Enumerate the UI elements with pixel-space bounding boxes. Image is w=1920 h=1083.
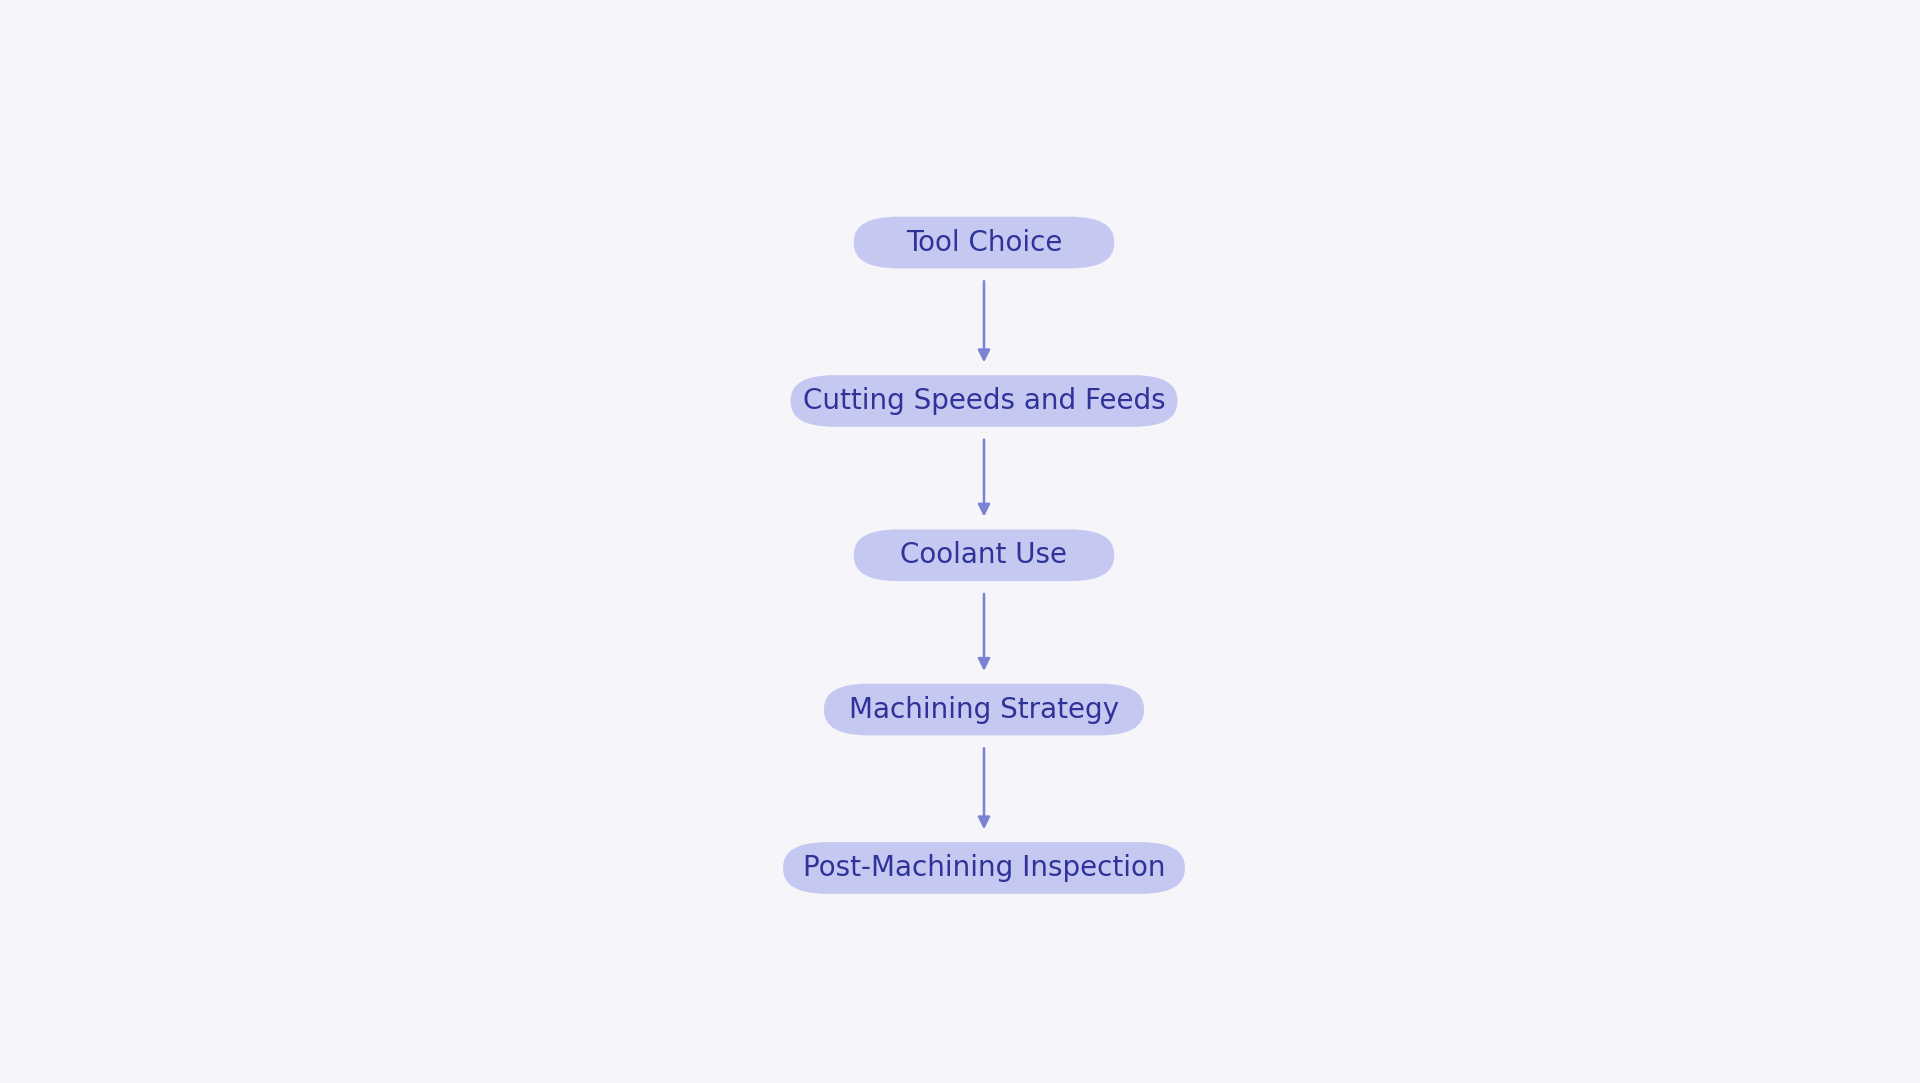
Text: Machining Strategy: Machining Strategy — [849, 695, 1119, 723]
Text: Cutting Speeds and Feeds: Cutting Speeds and Feeds — [803, 387, 1165, 415]
FancyBboxPatch shape — [783, 843, 1185, 893]
FancyBboxPatch shape — [854, 217, 1114, 269]
Text: Tool Choice: Tool Choice — [906, 229, 1062, 257]
Text: Coolant Use: Coolant Use — [900, 542, 1068, 570]
FancyBboxPatch shape — [824, 683, 1144, 735]
FancyBboxPatch shape — [791, 375, 1177, 427]
Text: Post-Machining Inspection: Post-Machining Inspection — [803, 854, 1165, 882]
FancyBboxPatch shape — [854, 530, 1114, 582]
